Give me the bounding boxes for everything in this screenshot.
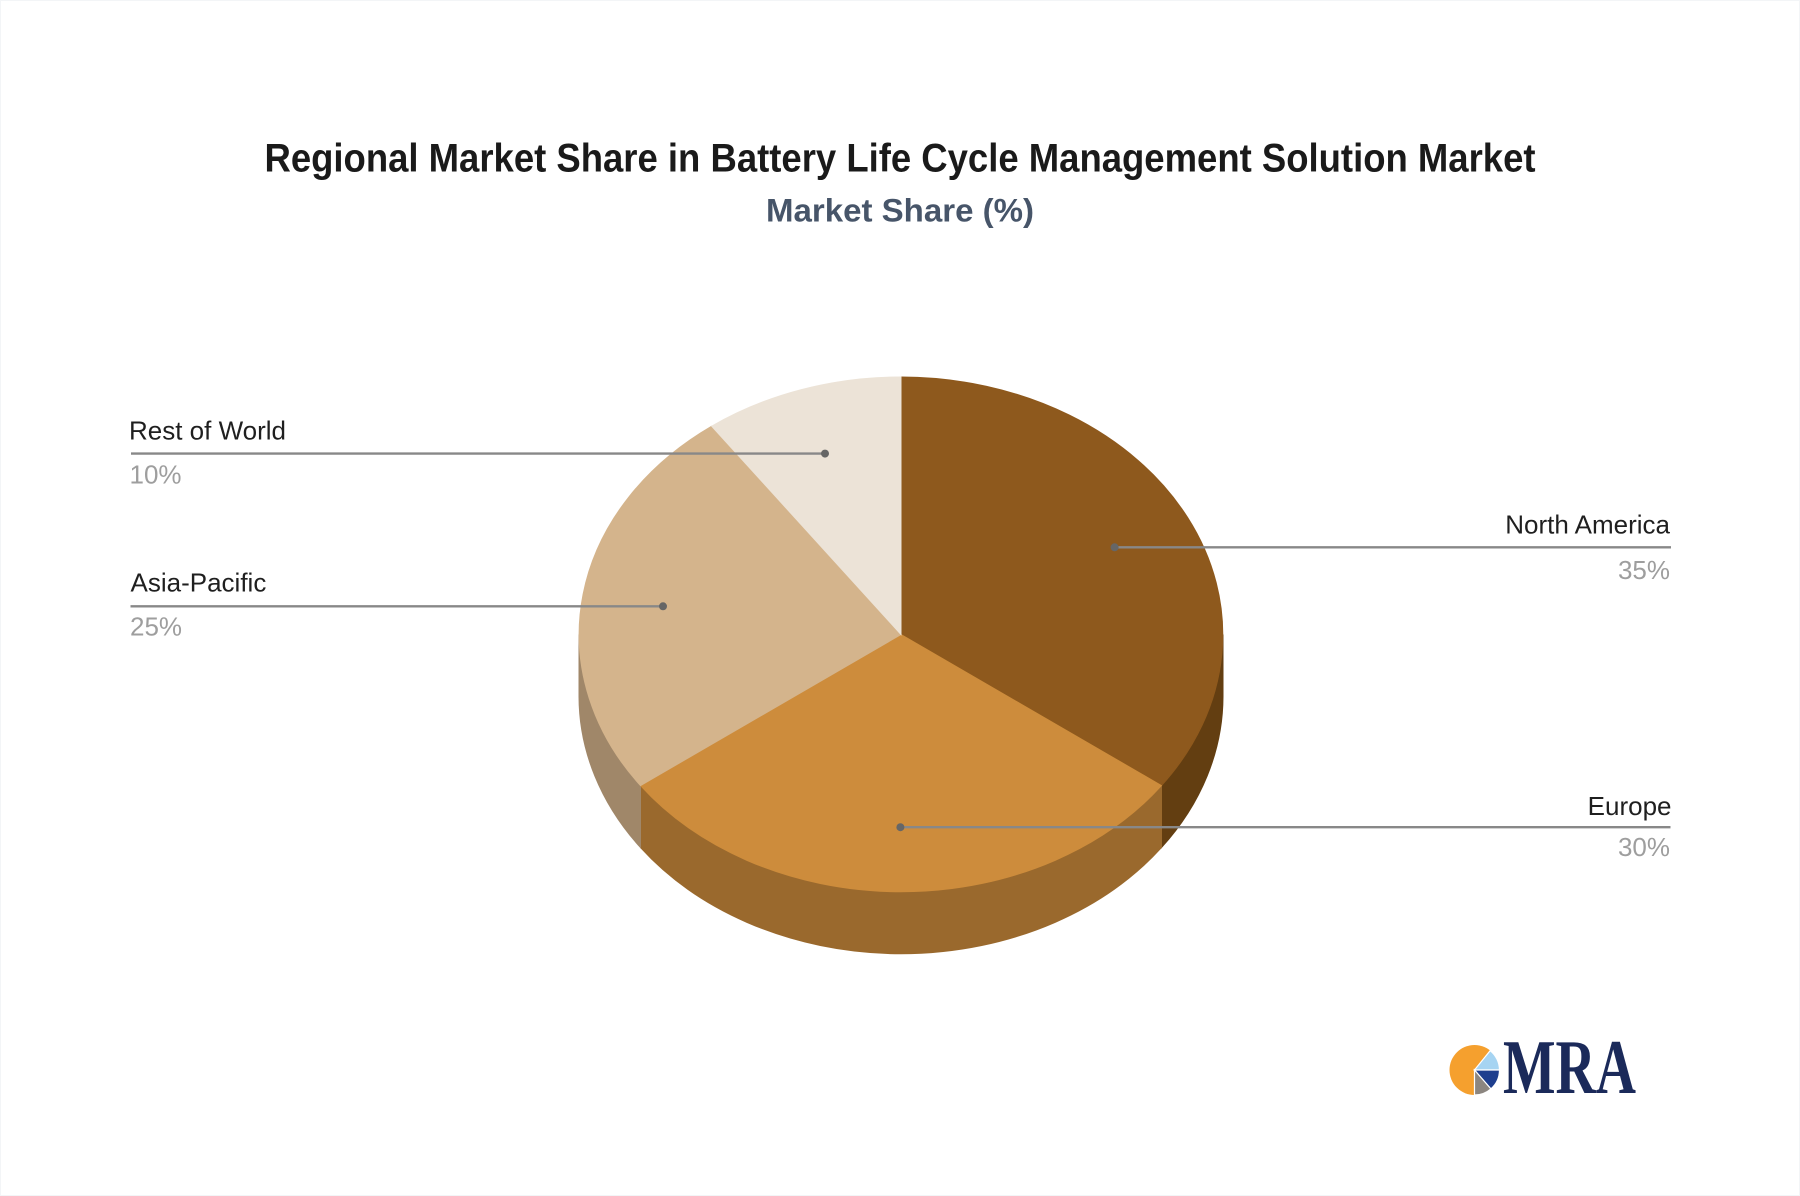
svg-text:North America: North America <box>1505 510 1670 540</box>
svg-text:10%: 10% <box>130 460 182 490</box>
svg-text:MRA: MRA <box>1503 1024 1636 1110</box>
svg-text:Regional Market Share in Batte: Regional Market Share in Battery Life Cy… <box>265 137 1536 181</box>
svg-text:25%: 25% <box>130 612 182 642</box>
svg-text:35%: 35% <box>1618 555 1670 585</box>
svg-text:Asia-Pacific: Asia-Pacific <box>131 568 267 598</box>
svg-text:Europe: Europe <box>1588 791 1672 821</box>
svg-text:Rest of World: Rest of World <box>129 416 286 446</box>
svg-text:30%: 30% <box>1618 832 1670 862</box>
svg-text:Market Share (%): Market Share (%) <box>766 193 1034 229</box>
